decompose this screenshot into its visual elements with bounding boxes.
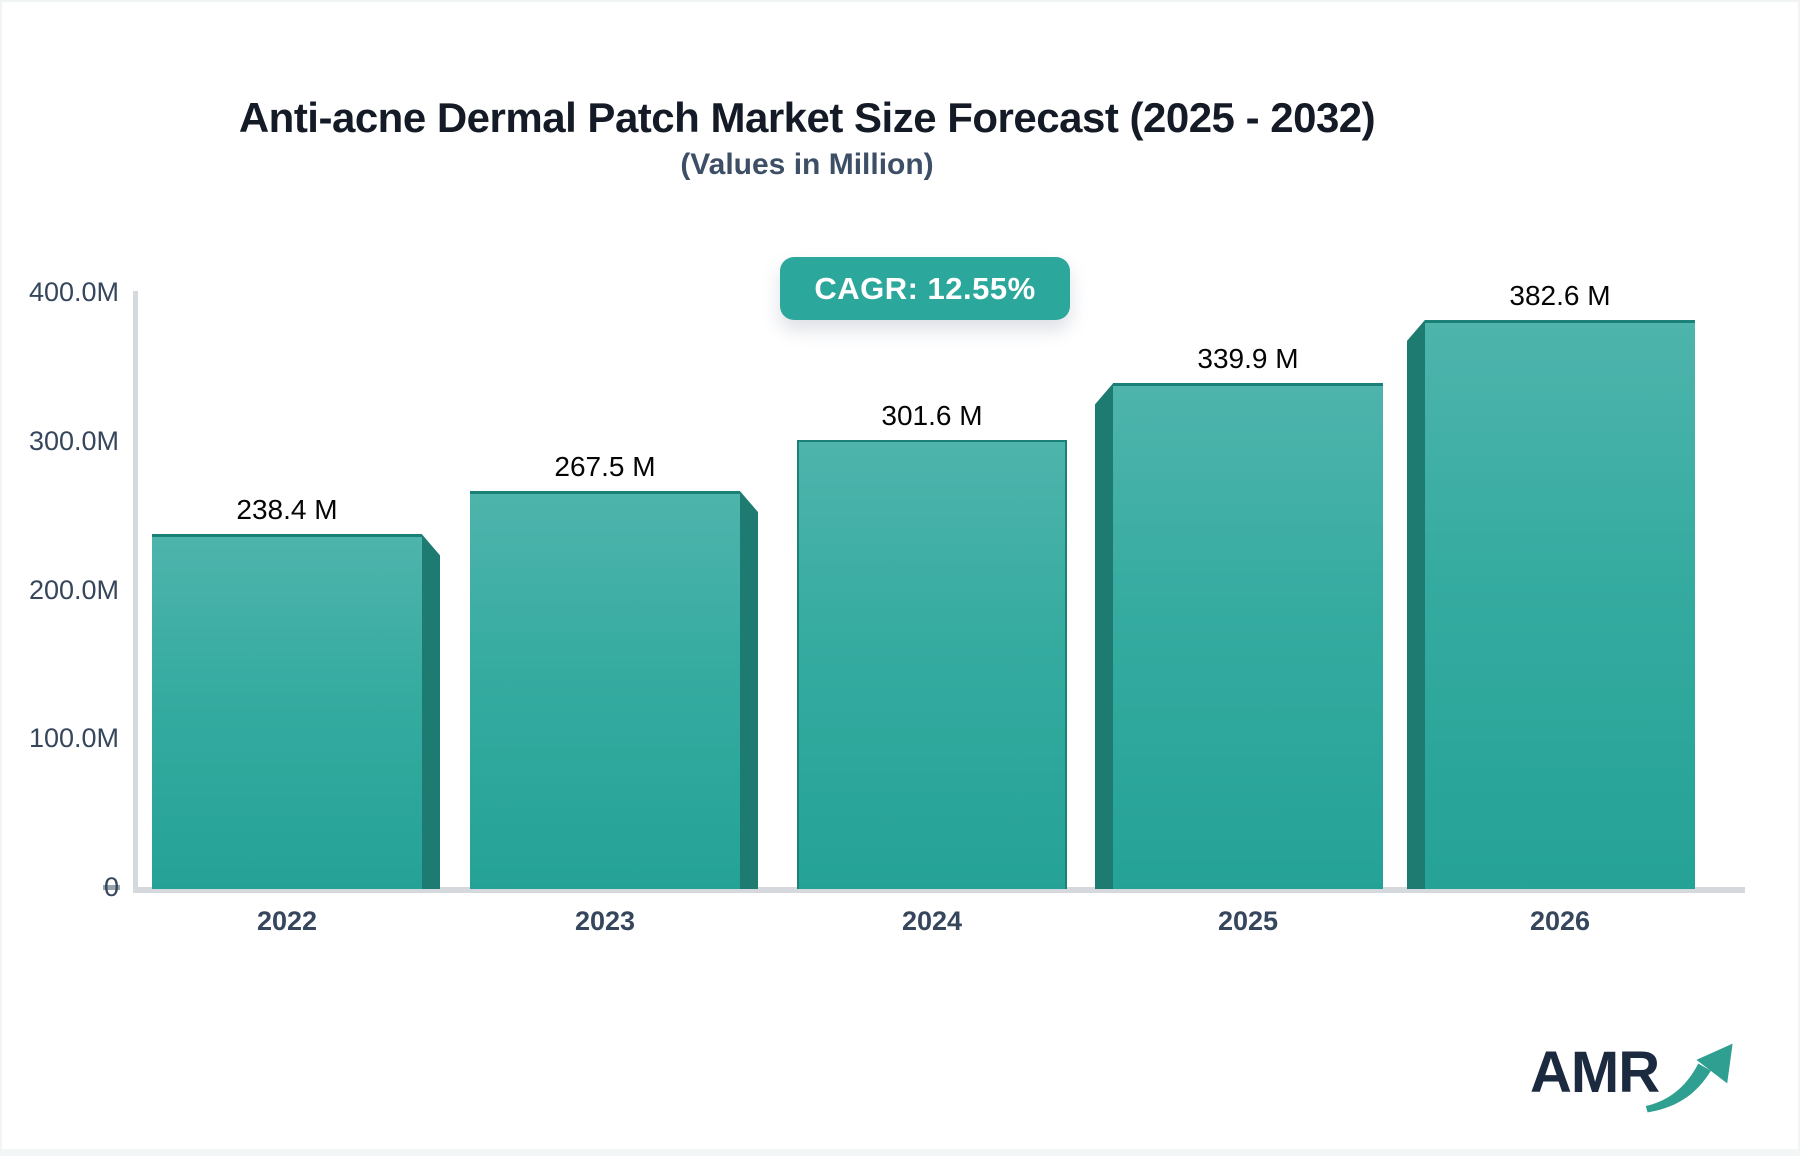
trend-arrow-icon (1645, 1043, 1733, 1113)
y-tick-label: 200.0M (28, 574, 119, 605)
bar-group-2025: 339.9 M (1095, 343, 1383, 889)
bar-2025 (1095, 383, 1383, 889)
bar-face (1113, 383, 1383, 889)
x-tick-label-2022: 2022 (256, 906, 318, 936)
bar-group-2024: 301.6 M (788, 400, 1076, 889)
chart-subtitle: (Values in Million) (680, 148, 934, 181)
bar-group-2026: 382.6 M (1407, 280, 1695, 889)
bar-3d-side (422, 534, 440, 889)
bar-value-label: 267.5 M (554, 451, 656, 483)
bar-2024 (788, 440, 1076, 889)
x-tick-label-2024: 2024 (901, 906, 963, 936)
bar-group-2023: 267.5 M (470, 451, 758, 889)
amr-logo-text: AMR (1530, 1040, 1660, 1105)
cagr-badge-label: CAGR: 12.55% (814, 270, 1036, 306)
bar-2023 (470, 491, 758, 889)
bar-face (797, 440, 1067, 889)
bar-value-label: 382.6 M (1509, 279, 1611, 311)
bar-3d-side (1407, 319, 1425, 889)
bar-group-2022: 238.4 M (152, 494, 440, 889)
zero-tick-mark (103, 885, 120, 890)
cagr-badge: CAGR: 12.55% (780, 257, 1070, 320)
y-axis-line (133, 291, 138, 893)
y-tick-label: 0 (103, 872, 119, 902)
x-tick-label-2026: 2026 (1529, 906, 1591, 936)
bar-chart: 400.0M 300.0M 200.0M 100.0M 0 238.4 M 267.5 M… (2, 277, 1798, 952)
amr-logo: AMR (1530, 1030, 1737, 1116)
bar-face (1425, 319, 1695, 889)
bar-3d-side (1095, 383, 1113, 889)
x-tick-label-2025: 2025 (1217, 906, 1279, 936)
bar-3d-side (740, 491, 758, 889)
bar-2026 (1407, 319, 1695, 889)
x-tick-label-2023: 2023 (574, 906, 636, 936)
bar-value-label: 301.6 M (881, 400, 983, 432)
y-tick-label: 400.0M (28, 277, 119, 307)
bar-value-label: 238.4 M (236, 494, 338, 526)
x-axis-line (133, 887, 1745, 893)
chart-title: Anti-acne Dermal Patch Market Size Forec… (238, 94, 1376, 141)
bar-value-label: 339.9 M (1197, 343, 1299, 375)
bar-face (152, 534, 422, 889)
bar-face (470, 491, 740, 889)
y-tick-label: 300.0M (28, 425, 119, 456)
y-tick-label: 100.0M (28, 723, 119, 754)
bar-2022 (152, 534, 440, 889)
